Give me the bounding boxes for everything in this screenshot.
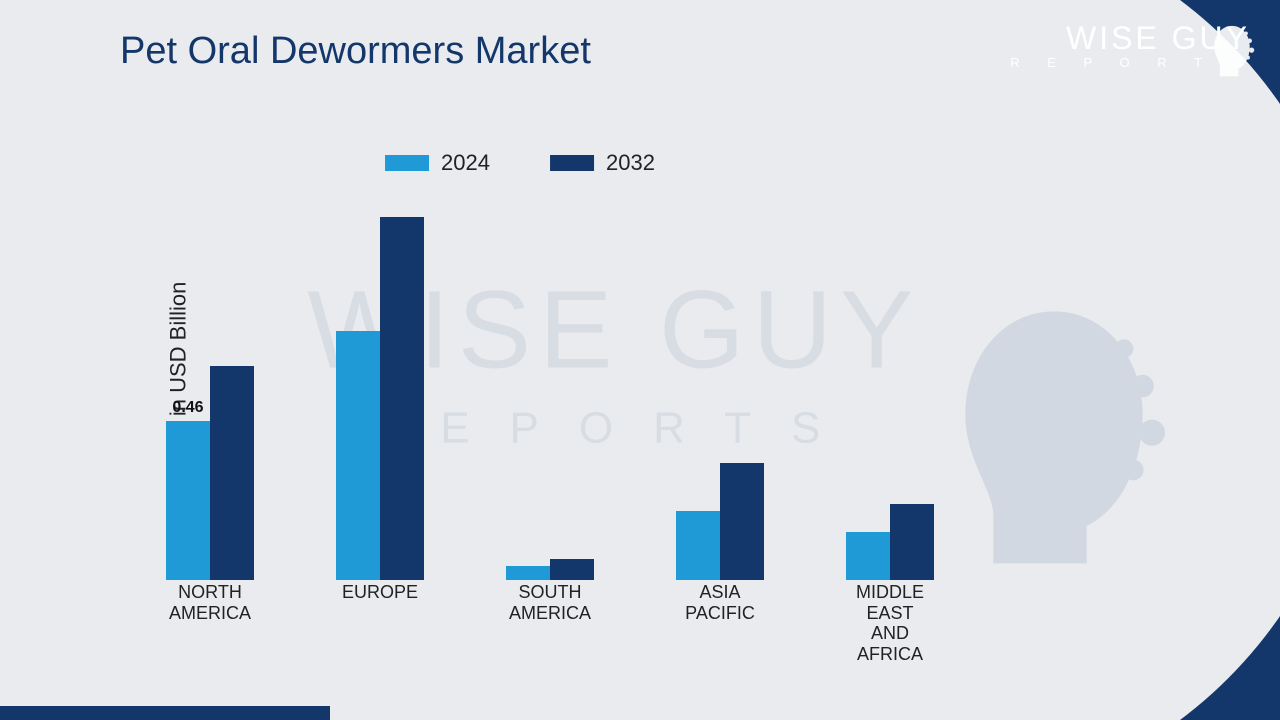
bar [720, 463, 764, 580]
legend-swatch-2024 [385, 155, 429, 171]
x-axis-label: SOUTHAMERICA [480, 582, 620, 623]
x-axis-label: MIDDLEEASTANDAFRICA [820, 582, 960, 665]
bar-group: 0.46 [150, 366, 270, 580]
legend: 2024 2032 [385, 150, 655, 176]
bar-group [320, 217, 440, 580]
legend-item: 2032 [550, 150, 655, 176]
brand-logo: WISE GUY R E P O R T S [1010, 20, 1250, 70]
bar [210, 366, 254, 580]
plot-region: 0.46 [120, 200, 980, 580]
chart-area: Market Size in USD Billion 2024 2032 0.4… [60, 150, 980, 670]
stage: WISE GUY R E P O R T S Pet Oral Dewormer… [0, 0, 1280, 720]
bar-value-label: 0.46 [172, 399, 203, 417]
bar-group [490, 559, 610, 580]
bar [890, 504, 934, 580]
bar [846, 532, 890, 580]
bar-group [660, 463, 780, 580]
bar [336, 331, 380, 580]
bar [380, 217, 424, 580]
bar-group [830, 504, 950, 580]
bar [550, 559, 594, 580]
logo-head-icon [1208, 24, 1256, 80]
chart-title: Pet Oral Dewormers Market [120, 30, 591, 73]
bar [676, 511, 720, 580]
x-axis-label: ASIAPACIFIC [650, 582, 790, 623]
legend-label: 2024 [441, 150, 490, 176]
legend-label: 2032 [606, 150, 655, 176]
x-labels: NORTHAMERICA EUROPE SOUTHAMERICA ASIAPACIFI… [120, 582, 980, 672]
legend-swatch-2032 [550, 155, 594, 171]
x-axis-label: NORTHAMERICA [140, 582, 280, 623]
legend-item: 2024 [385, 150, 490, 176]
bar [506, 566, 550, 580]
x-axis-label: EUROPE [310, 582, 450, 603]
bar: 0.46 [166, 421, 210, 580]
bottom-accent-bar [0, 706, 330, 720]
